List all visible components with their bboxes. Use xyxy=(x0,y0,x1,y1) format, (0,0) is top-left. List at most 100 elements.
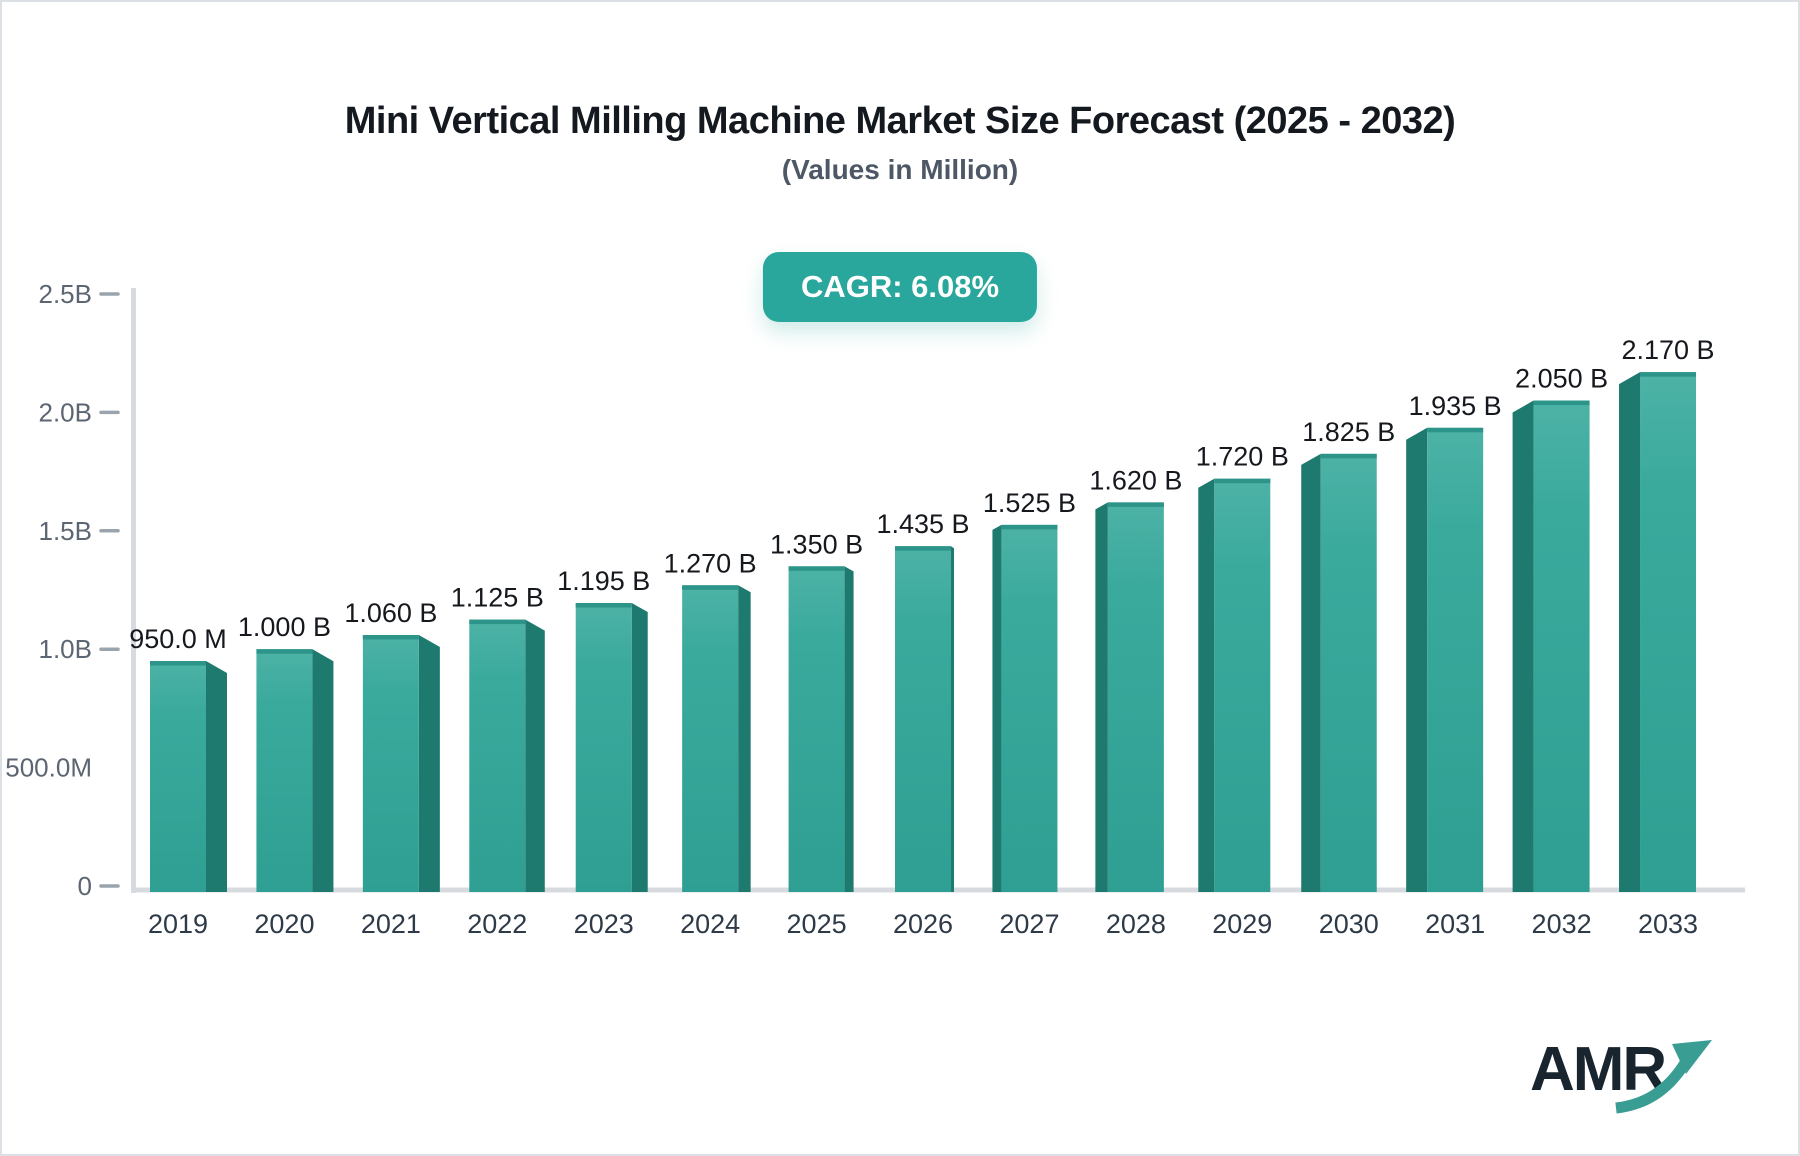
bar-2027: 1.525 B 2027 xyxy=(983,488,1076,939)
bar-2026: 1.435 B 2026 xyxy=(876,509,969,939)
amr-logo-text: AMR xyxy=(1530,1035,1667,1104)
y-tick-label: 1.5B xyxy=(39,516,93,546)
bar-front-face xyxy=(682,585,739,892)
bar-value-label: 1.935 B xyxy=(1409,391,1502,421)
x-axis-label: 2025 xyxy=(787,909,847,939)
bar-front-face xyxy=(575,603,632,892)
bar-side-face xyxy=(525,619,545,892)
bar-side-face xyxy=(418,634,440,892)
bar-2030: 1.825 B 2030 xyxy=(1301,417,1395,939)
bar-2022: 1.125 B 2022 xyxy=(451,583,545,939)
bar-2019: 950.0 M 2019 xyxy=(129,624,227,939)
bar-front-face xyxy=(1427,427,1484,892)
bar-front-face xyxy=(1001,524,1058,892)
bar-side-face xyxy=(1095,502,1108,892)
bar-front-face xyxy=(469,619,526,892)
x-axis-label: 2032 xyxy=(1532,909,1592,939)
y-tick-label: 1.0B xyxy=(39,634,93,664)
bar-side-face xyxy=(312,649,334,892)
x-axis-label: 2028 xyxy=(1106,909,1166,939)
bar-top-edge xyxy=(1001,524,1058,530)
bar-value-label: 1.825 B xyxy=(1302,417,1395,447)
y-tick-label: 2.5B xyxy=(39,279,93,309)
bar-side-face xyxy=(1406,427,1428,892)
bar-side-face xyxy=(951,546,955,892)
bar-top-edge xyxy=(362,634,419,640)
bar-front-face xyxy=(1107,502,1164,892)
bar-2032: 2.050 B 2032 xyxy=(1512,364,1608,939)
bar-value-label: 1.060 B xyxy=(344,598,437,628)
x-axis-label: 2031 xyxy=(1425,909,1485,939)
bar-2025: 1.350 B 2025 xyxy=(770,529,863,939)
x-axis-label: 2029 xyxy=(1212,909,1272,939)
bar-front-face xyxy=(362,634,419,892)
bar-value-label: 1.620 B xyxy=(1089,465,1182,495)
x-axis-label: 2033 xyxy=(1638,909,1698,939)
bar-top-edge xyxy=(150,661,206,666)
bar-side-face xyxy=(631,603,648,892)
x-axis-label: 2019 xyxy=(148,909,208,939)
x-axis-label: 2027 xyxy=(999,909,1059,939)
bar-value-label: 1.720 B xyxy=(1196,442,1289,472)
bar-value-label: 2.050 B xyxy=(1515,364,1608,394)
bar-value-label: 1.350 B xyxy=(770,529,863,559)
bar-side-face xyxy=(1301,453,1321,892)
bar-side-face xyxy=(992,524,1002,892)
bar-top-edge xyxy=(682,585,739,590)
bar-front-face xyxy=(1640,372,1697,892)
bar-2023: 1.195 B 2023 xyxy=(557,566,650,939)
bar-front-face xyxy=(1533,400,1590,892)
bar-top-edge xyxy=(1640,372,1697,377)
cagr-badge: CAGR: 6.08% xyxy=(762,252,1038,322)
y-tick-label: 500.0M xyxy=(5,753,92,783)
bar-value-label: 1.435 B xyxy=(876,509,969,539)
bar-top-edge xyxy=(1214,478,1271,484)
bar-value-label: 1.000 B xyxy=(238,612,331,642)
bar-side-face xyxy=(1619,372,1641,892)
chart-title: Mini Vertical Milling Machine Market Siz… xyxy=(344,100,1456,142)
bar-value-label: 1.125 B xyxy=(451,583,544,613)
bar-value-label: 1.270 B xyxy=(664,548,757,578)
bar-front-face xyxy=(150,661,206,892)
bar-top-edge xyxy=(895,546,952,551)
bar-2024: 1.270 B 2024 xyxy=(664,548,757,939)
bar-2031: 1.935 B 2031 xyxy=(1406,391,1502,939)
bar-2029: 1.720 B 2029 xyxy=(1196,442,1289,939)
bar-top-edge xyxy=(1320,453,1377,459)
bar-value-label: 2.170 B xyxy=(1621,335,1714,365)
y-tick-label: 2.0B xyxy=(39,397,93,427)
bar-top-edge xyxy=(1107,502,1164,507)
bar-top-edge xyxy=(1427,427,1484,433)
bar-top-edge xyxy=(1533,400,1590,406)
bar-front-face xyxy=(788,566,845,892)
bar-top-edge xyxy=(256,649,313,654)
bar-value-label: 1.195 B xyxy=(557,566,650,596)
bar-front-face xyxy=(256,649,313,892)
bar-side-face xyxy=(1198,478,1215,892)
bar-top-edge xyxy=(469,619,526,625)
amr-logo: AMR xyxy=(1530,1034,1730,1129)
bar-2033: 2.170 B 2033 xyxy=(1619,335,1715,939)
x-axis-label: 2030 xyxy=(1319,909,1379,939)
bar-side-face xyxy=(844,566,854,892)
x-axis-label: 2021 xyxy=(361,909,421,939)
growth-arrow-icon xyxy=(1615,1040,1712,1114)
bar-front-face xyxy=(895,546,952,892)
x-axis-label: 2024 xyxy=(680,909,740,939)
bar-top-edge xyxy=(575,603,632,608)
x-axis-label: 2020 xyxy=(254,909,314,939)
bar-2028: 1.620 B 2028 xyxy=(1089,465,1182,939)
bar-value-label: 950.0 M xyxy=(129,624,227,654)
bar-side-face xyxy=(206,661,227,892)
bar-top-edge xyxy=(788,566,845,571)
bar-value-label: 1.525 B xyxy=(983,488,1076,518)
y-tick-label: 0 xyxy=(78,871,92,901)
bar-2020: 1.000 B 2020 xyxy=(238,612,334,939)
bar-2021: 1.060 B 2021 xyxy=(344,598,440,939)
bar-side-face xyxy=(1512,400,1534,892)
x-axis-label: 2023 xyxy=(574,909,634,939)
bar-front-face xyxy=(1214,478,1271,892)
bar-front-face xyxy=(1320,453,1377,892)
